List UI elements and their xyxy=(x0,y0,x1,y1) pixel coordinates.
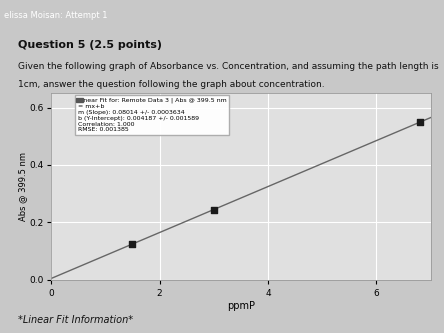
Text: 1cm, answer the question following the graph about concentration.: 1cm, answer the question following the g… xyxy=(18,80,325,89)
Text: Given the following graph of Absorbance vs. Concentration, and assuming the path: Given the following graph of Absorbance … xyxy=(18,62,438,71)
Y-axis label: Abs @ 399.5 nm: Abs @ 399.5 nm xyxy=(18,152,27,221)
Point xyxy=(129,241,136,246)
Text: *Linear Fit Information*: *Linear Fit Information* xyxy=(18,315,133,325)
Point xyxy=(416,120,424,125)
Text: elissa Moisan: Attempt 1: elissa Moisan: Attempt 1 xyxy=(4,11,108,20)
Text: Linear Fit for: Remote Data 3 | Abs @ 399.5 nm
= mx+b
m (Slope): 0.08014 +/- 0.0: Linear Fit for: Remote Data 3 | Abs @ 39… xyxy=(78,98,226,133)
Text: Question 5 (2.5 points): Question 5 (2.5 points) xyxy=(18,41,162,51)
X-axis label: ppmP: ppmP xyxy=(227,300,255,311)
Bar xyxy=(76,98,83,102)
Point xyxy=(210,207,217,212)
